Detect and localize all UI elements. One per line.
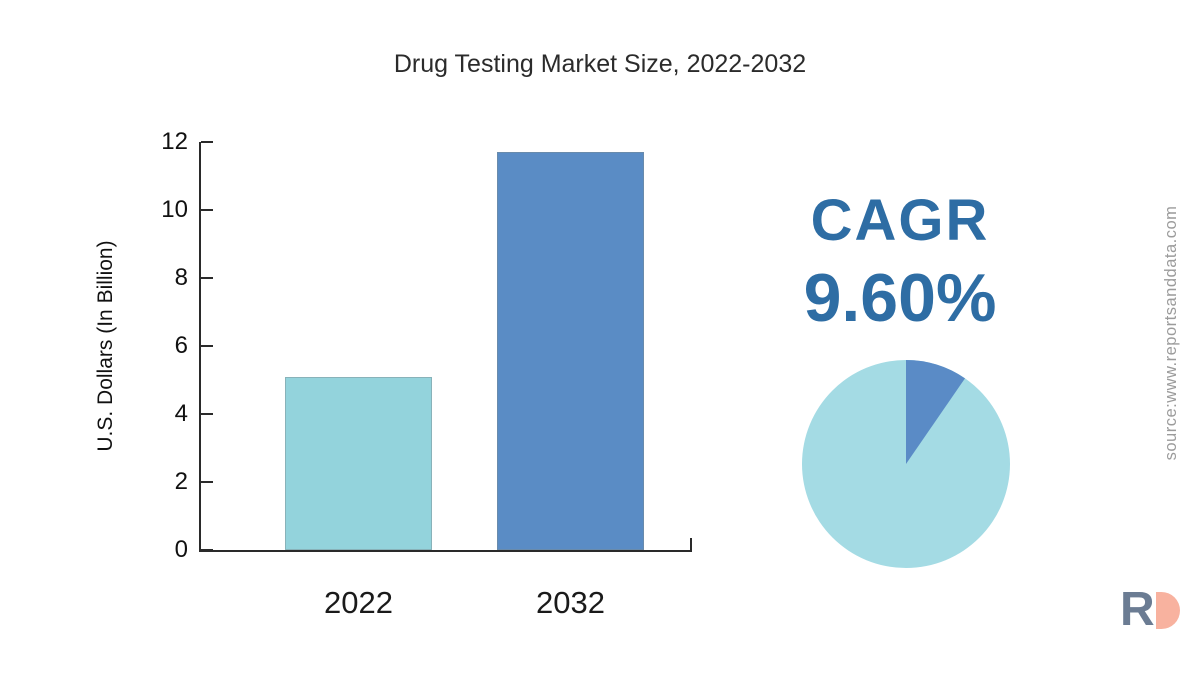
y-tick-2 — [201, 481, 213, 483]
cagr-block: CAGR 9.60% — [770, 188, 1030, 336]
y-tick-label-10: 10 — [161, 196, 188, 223]
logo-d-shape — [1155, 591, 1180, 629]
y-tick-label-8: 8 — [174, 264, 188, 291]
logo-letter-r: R — [1120, 583, 1155, 636]
logo: R — [1120, 583, 1180, 636]
bar-2032 — [497, 152, 644, 550]
x-axis-endcap — [690, 538, 692, 552]
y-tick-4 — [201, 413, 213, 415]
x-label-2032: 2032 — [536, 585, 605, 620]
x-axis-line — [199, 550, 692, 552]
x-label-2022: 2022 — [324, 585, 393, 620]
y-tick-label-2: 2 — [174, 468, 188, 495]
y-tick-label-6: 6 — [174, 332, 188, 359]
y-tick-10 — [201, 209, 213, 211]
y-tick-12 — [201, 141, 213, 143]
y-tick-label-4: 4 — [174, 400, 188, 427]
bar-2022 — [285, 377, 432, 550]
pie-chart — [802, 360, 1010, 568]
y-tick-label-0: 0 — [174, 536, 188, 563]
source-note: source:www.reportsanddata.com — [1162, 205, 1180, 461]
y-tick-label-12: 12 — [161, 128, 188, 155]
y-axis-label: U.S. Dollars (In Billion) — [94, 240, 117, 452]
y-tick-8 — [201, 277, 213, 279]
chart-title: Drug Testing Market Size, 2022-2032 — [393, 50, 807, 78]
pie-cagr-slice — [906, 360, 965, 464]
cagr-value: 9.60% — [803, 260, 997, 336]
y-tick-0 — [201, 549, 213, 551]
y-axis-line — [199, 142, 201, 552]
cagr-heading: CAGR — [810, 188, 990, 253]
y-tick-6 — [201, 345, 213, 347]
